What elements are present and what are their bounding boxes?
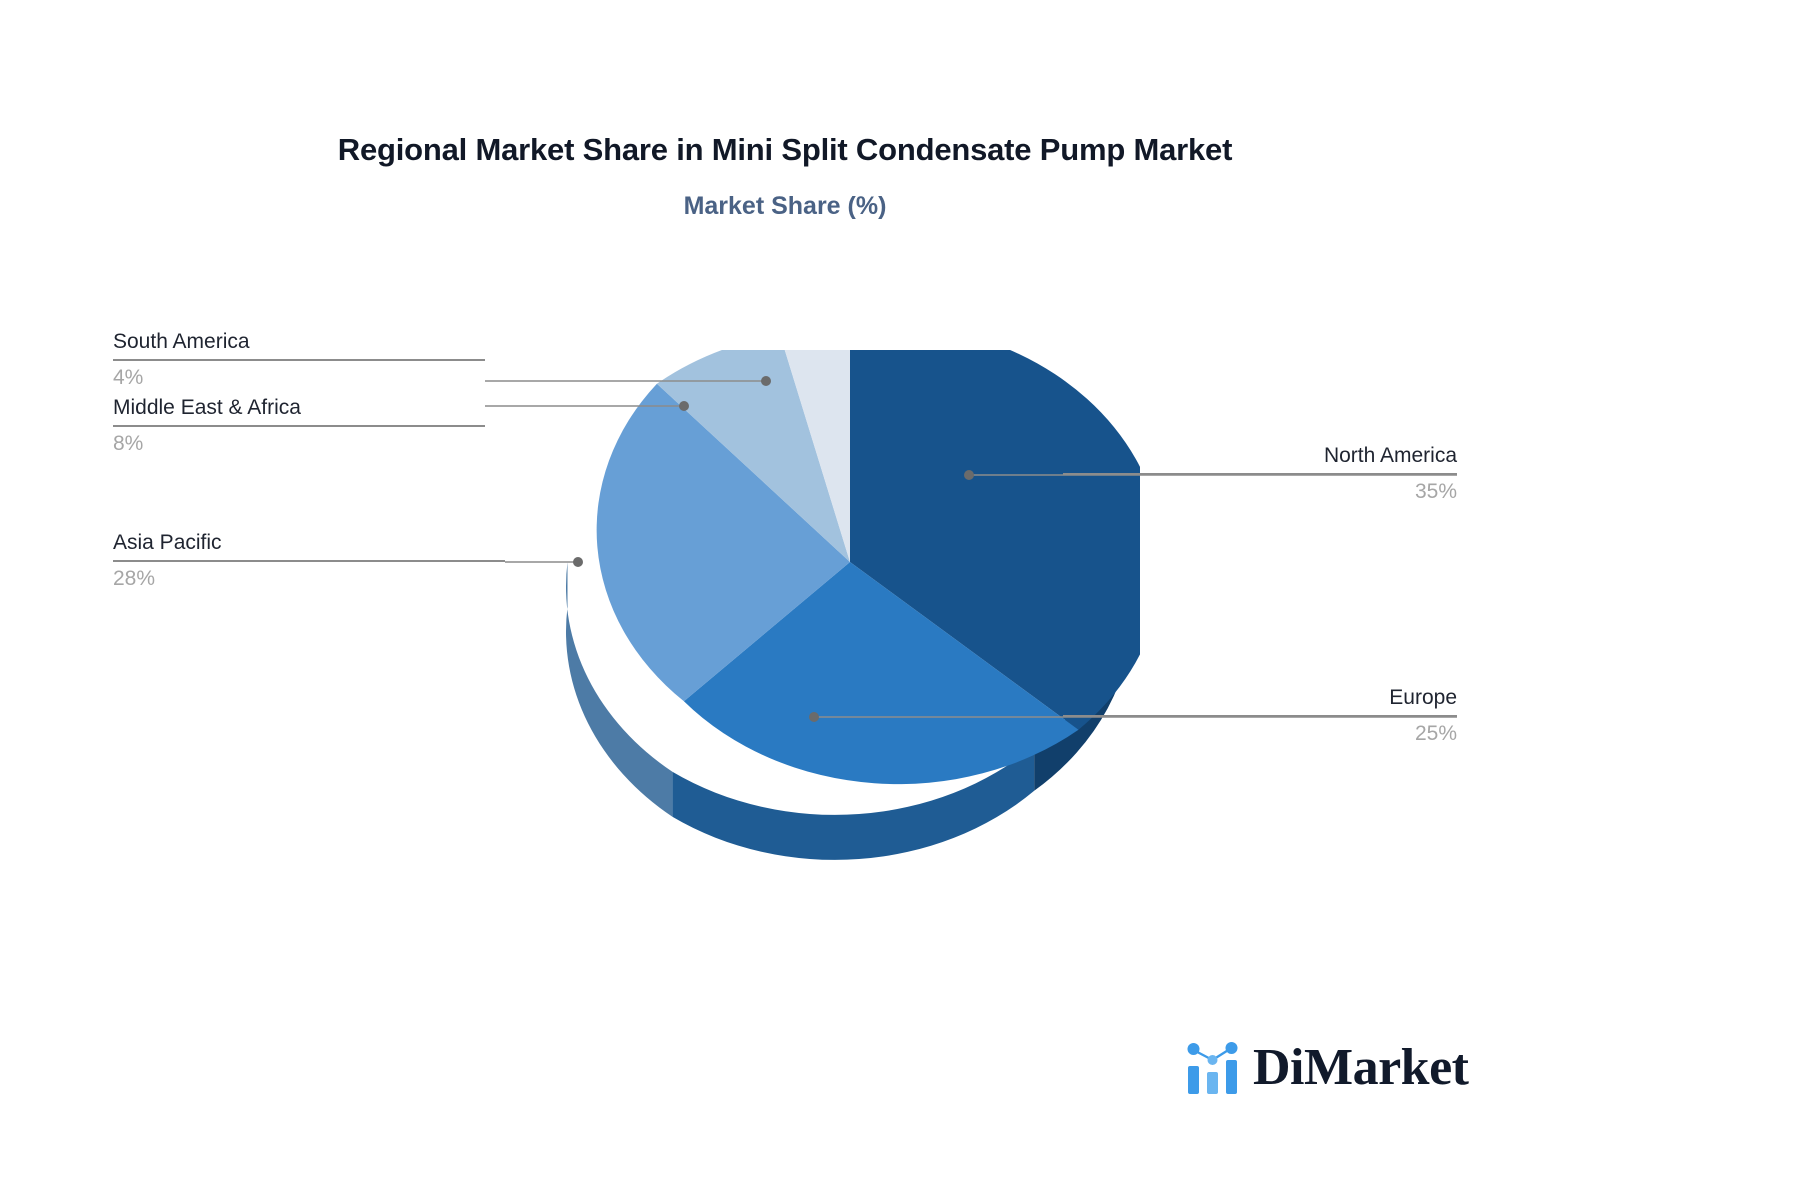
pie-label-middle-east-africa-value: 8% [113,432,144,456]
pie-label-north-america-name: North America [1323,444,1457,467]
pie-label-middle-east-africa-name: Middle East & Africa [113,396,301,419]
pie-label-europe-name: Europe [1389,686,1457,709]
pie-label-south-america-value: 4% [113,366,144,390]
pie-slice-europe[interactable] [683,562,1079,785]
pie-label-asia-pacific: Asia Pacific 28% [113,531,505,591]
pie-label-asia-pacific-rule [113,560,505,563]
pie-slice-middle-east-africa[interactable] [656,350,850,562]
pie-label-europe: Europe 25% [1063,686,1457,746]
pie-label-asia-pacific-value: 28% [113,567,156,591]
bar-chart-icon [1187,1042,1238,1094]
page-title: Regional Market Share in Mini Split Cond… [337,132,1233,167]
pie-label-north-america-value: 35% [1414,480,1457,504]
pie-label-middle-east-africa: Middle East & Africa 8% [113,396,485,456]
pie-slice-north-america[interactable] [850,350,1140,730]
pie-side-europe [672,745,1035,860]
pie-label-south-america-name: South America [113,330,250,353]
brand-logo: DiMarket [1185,1039,1469,1096]
pie-chart-svg [565,350,1140,860]
pie-label-europe-value: 25% [1414,722,1457,746]
pie-label-north-america-rule [1063,473,1457,476]
brand-name: DiMarket [1253,1039,1469,1096]
pie-side-asia-pacific [565,562,673,817]
pie-slice-asia-pacific[interactable] [596,383,850,702]
pie-label-north-america: North America 35% [1063,444,1457,504]
pie-label-middle-east-africa-rule [113,425,485,428]
pie-label-south-america-rule [113,359,485,362]
chart-subtitle: Market Share (%) [683,192,887,220]
pie-chart [560,350,1140,870]
pie-label-asia-pacific-name: Asia Pacific [113,531,222,554]
pie-label-europe-rule [1063,715,1457,718]
pie-label-south-america: South America 4% [113,330,485,390]
